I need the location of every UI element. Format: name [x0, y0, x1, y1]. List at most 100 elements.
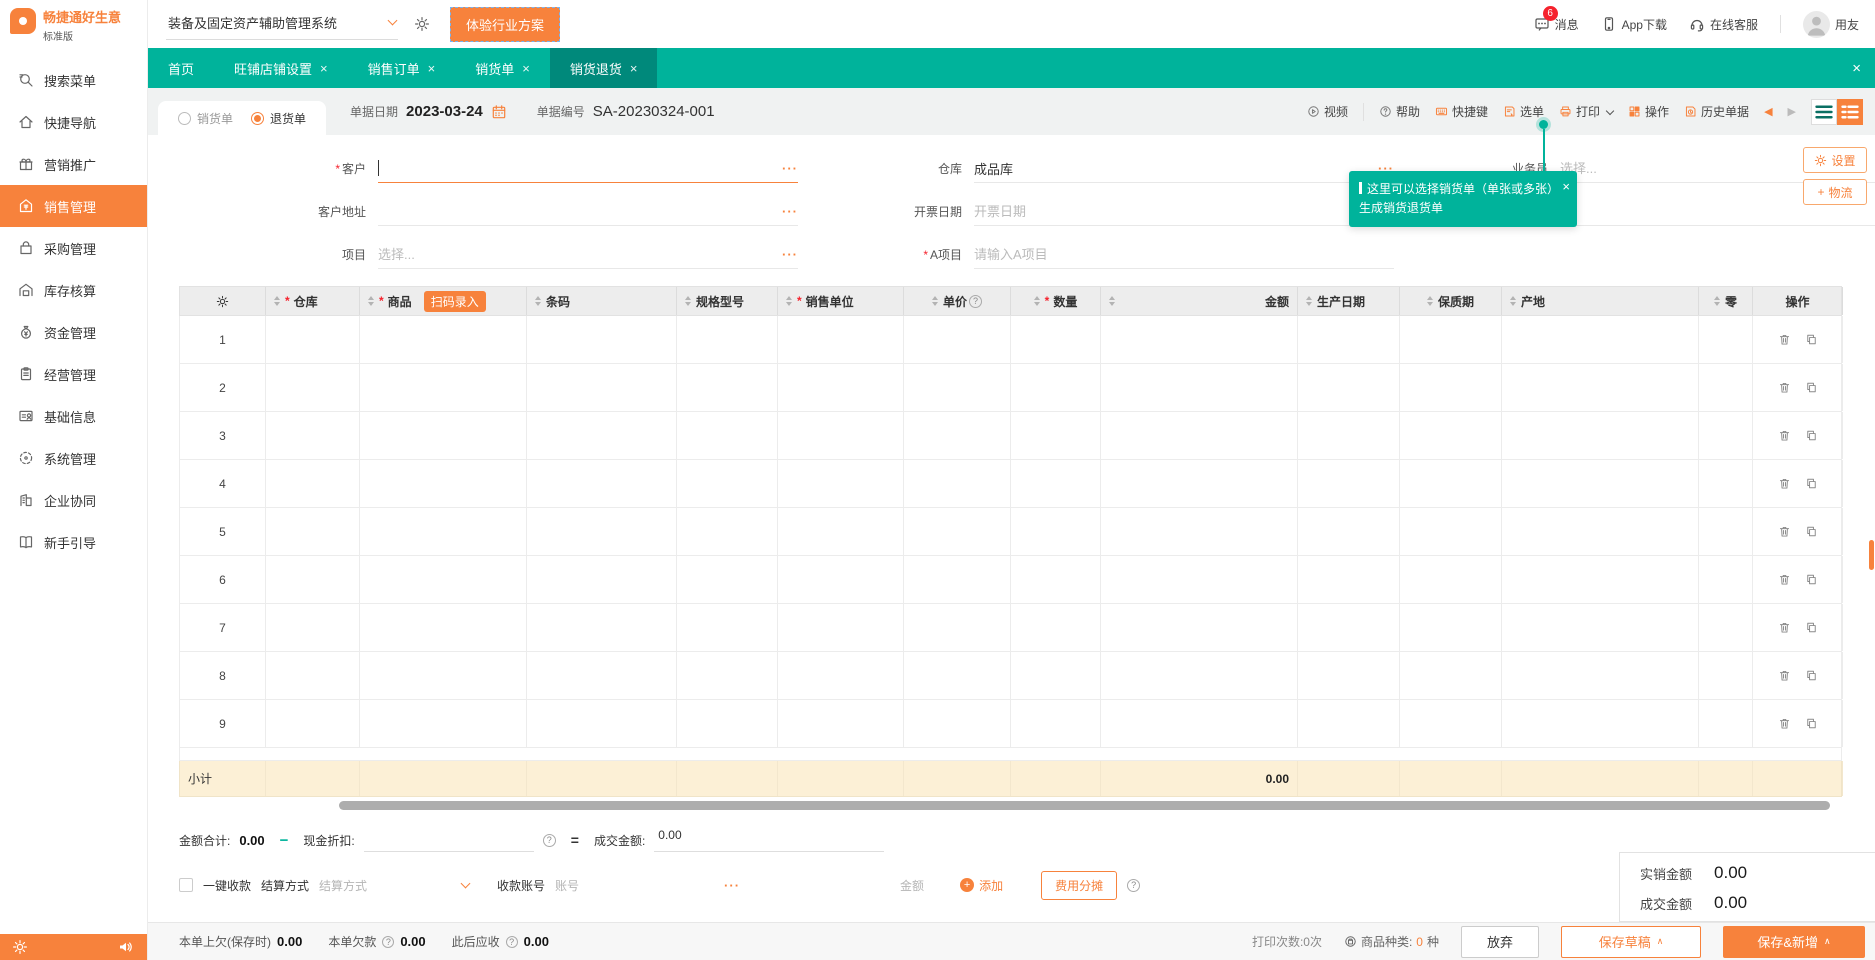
invoice-date-input[interactable]: [974, 197, 1378, 225]
table-cell[interactable]: [360, 604, 527, 651]
column-header-4[interactable]: * 销售单位: [778, 287, 904, 315]
table-cell[interactable]: [1011, 652, 1101, 699]
more-icon[interactable]: ···: [724, 877, 741, 893]
table-cell[interactable]: [360, 700, 527, 747]
tab-close-icon[interactable]: ×: [320, 60, 328, 76]
warehouse-field[interactable]: ···: [974, 154, 1394, 183]
trash-icon[interactable]: [1778, 573, 1791, 586]
hscroll-thumb[interactable]: [339, 801, 1830, 810]
table-cell[interactable]: [1011, 364, 1101, 411]
table-cell[interactable]: [1298, 316, 1400, 363]
cash-discount-field[interactable]: [363, 828, 534, 852]
table-cell[interactable]: [527, 412, 677, 459]
address-input[interactable]: [378, 197, 782, 225]
question-circle-icon[interactable]: ?: [969, 294, 982, 308]
table-cell[interactable]: [778, 364, 904, 411]
table-cell[interactable]: [904, 604, 1011, 651]
column-header-7[interactable]: 金额: [1101, 287, 1298, 315]
question-circle-icon[interactable]: ?: [1127, 878, 1141, 892]
tab-2[interactable]: 销售订单 ×: [348, 48, 456, 88]
trash-icon[interactable]: [1778, 525, 1791, 538]
sidebar-item-5[interactable]: 库存核算: [0, 269, 147, 311]
table-cell[interactable]: [527, 316, 677, 363]
calendar-icon[interactable]: [491, 104, 507, 120]
toolbar-操作[interactable]: 操作: [1628, 103, 1669, 120]
table-cell[interactable]: [1400, 508, 1502, 555]
table-cell[interactable]: [904, 700, 1011, 747]
table-cell[interactable]: [1400, 556, 1502, 603]
doc-date-value[interactable]: 2023-03-24: [406, 103, 483, 120]
invoice-date-field[interactable]: [974, 197, 1394, 226]
vertical-scrollbar-thumb[interactable]: [1869, 540, 1874, 570]
table-cell[interactable]: [1502, 700, 1699, 747]
column-header-0[interactable]: * 仓库: [266, 287, 360, 315]
table-cell[interactable]: [1298, 604, 1400, 651]
table-cell[interactable]: [266, 700, 360, 747]
table-cell[interactable]: [904, 556, 1011, 603]
sort-icon[interactable]: [1510, 296, 1516, 306]
table-cell[interactable]: [778, 508, 904, 555]
table-cell[interactable]: [1101, 604, 1298, 651]
table-cell[interactable]: [360, 316, 527, 363]
table-cell[interactable]: [527, 364, 677, 411]
toolbar-选单[interactable]: 选单: [1503, 103, 1544, 120]
table-cell[interactable]: [1011, 412, 1101, 459]
table-cell[interactable]: [677, 652, 778, 699]
table-cell[interactable]: [1699, 316, 1753, 363]
column-header-9[interactable]: 保质期: [1400, 287, 1502, 315]
table-cell[interactable]: [1400, 364, 1502, 411]
next-doc-icon[interactable]: ▶: [1787, 106, 1796, 118]
warehouse-input[interactable]: [974, 154, 1378, 182]
fee-share-button[interactable]: 费用分摊: [1041, 870, 1118, 900]
collapse-sound-icon[interactable]: [117, 939, 133, 955]
trash-icon[interactable]: [1778, 429, 1791, 442]
column-header-6[interactable]: * 数量: [1011, 287, 1101, 315]
trash-icon[interactable]: [1778, 669, 1791, 682]
table-cell[interactable]: [1502, 316, 1699, 363]
table-cell[interactable]: [778, 556, 904, 603]
sidebar-item-6[interactable]: 资金管理: [0, 311, 147, 353]
messages-button[interactable]: 消息 6: [1534, 5, 1579, 33]
table-cell[interactable]: [360, 652, 527, 699]
column-header-8[interactable]: 生产日期: [1298, 287, 1400, 315]
table-cell[interactable]: [527, 604, 677, 651]
table-cell[interactable]: [778, 316, 904, 363]
table-cell[interactable]: [677, 508, 778, 555]
logistics-button[interactable]: + 物流: [1803, 179, 1867, 205]
table-cell[interactable]: [1298, 412, 1400, 459]
table-cell[interactable]: [1101, 460, 1298, 507]
project-input[interactable]: [378, 240, 782, 268]
copy-icon[interactable]: [1805, 717, 1818, 730]
prev-doc-icon[interactable]: ◀: [1764, 106, 1773, 118]
copy-icon[interactable]: [1805, 429, 1818, 442]
sort-icon[interactable]: [931, 296, 938, 306]
column-header-5[interactable]: 单价?: [904, 287, 1011, 315]
table-cell[interactable]: [904, 460, 1011, 507]
more-icon[interactable]: ···: [782, 160, 798, 176]
table-cell[interactable]: [904, 508, 1011, 555]
table-cell[interactable]: [1298, 460, 1400, 507]
sort-icon[interactable]: [274, 296, 280, 306]
scan-entry-button[interactable]: 扫码录入: [423, 290, 486, 312]
tab-close-icon[interactable]: ×: [427, 60, 436, 76]
customer-input[interactable]: [381, 154, 782, 182]
sidebar-item-1[interactable]: 快捷导航: [0, 101, 147, 143]
trash-icon[interactable]: [1778, 477, 1791, 490]
column-header-2[interactable]: 条码: [527, 287, 677, 315]
column-header-10[interactable]: 产地: [1502, 287, 1699, 315]
table-cell[interactable]: [1502, 412, 1699, 459]
sidebar-item-8[interactable]: 基础信息: [0, 395, 147, 437]
table-cell[interactable]: [1400, 460, 1502, 507]
toolbar-帮助[interactable]: 帮助: [1379, 103, 1420, 120]
copy-icon[interactable]: [1805, 669, 1818, 682]
more-icon[interactable]: ···: [782, 203, 798, 219]
copy-icon[interactable]: [1805, 381, 1818, 394]
table-cell[interactable]: [677, 412, 778, 459]
sidebar-item-2[interactable]: 营销推广: [0, 143, 147, 185]
sidebar-item-3[interactable]: 销售管理: [0, 185, 147, 227]
column-header-3[interactable]: 规格型号: [677, 287, 778, 315]
table-cell[interactable]: [360, 460, 527, 507]
table-cell[interactable]: [1101, 364, 1298, 411]
table-cell[interactable]: [1101, 412, 1298, 459]
table-cell[interactable]: [1011, 604, 1101, 651]
